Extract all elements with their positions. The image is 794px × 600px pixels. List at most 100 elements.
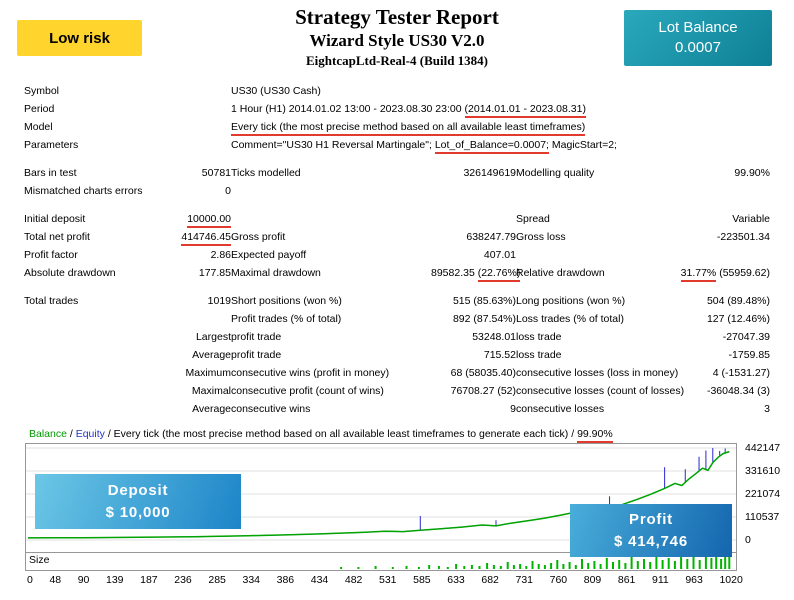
- report-cell: Short positions (won %): [231, 292, 431, 310]
- table-row: Initial deposit 10000.00 Spread Variable: [24, 210, 770, 228]
- x-axis-label: 236: [174, 574, 192, 586]
- cell-text: Bars in test: [24, 167, 77, 179]
- report-cell: 9: [431, 400, 516, 418]
- report-cell: Profit factor: [24, 246, 174, 264]
- report-cell: loss trade: [516, 328, 676, 346]
- cell-text: 1019: [207, 295, 231, 307]
- cell-text: 326149619: [463, 167, 516, 179]
- cell-text: Short positions (won %): [231, 295, 342, 307]
- cell-text: -1759.85: [728, 349, 770, 361]
- report-cell: Ticks modelled: [231, 164, 431, 182]
- x-axis-label: 1020: [719, 574, 743, 586]
- y-axis-label: 0: [745, 534, 751, 546]
- table-row: [24, 282, 770, 292]
- x-axis-labels: 0 48 90 139 187 236 285 334 386 434 482 531 585 633 68…: [25, 574, 745, 586]
- report-cell: consecutive wins (profit in money): [231, 364, 431, 382]
- report-cell: -1759.85: [676, 346, 770, 364]
- report-cell: 89582.35 (22.76%): [431, 264, 521, 282]
- highlighted-value: Lot_of_Balance=0.0007;: [434, 139, 549, 154]
- report-cell: 31.77% (55959.62): [676, 264, 770, 282]
- table-row: Profit trades (% of total) 892 (87.54%) Lo…: [24, 310, 770, 328]
- cell-text: Variable: [732, 213, 770, 225]
- report-cell: Initial deposit: [24, 210, 174, 228]
- report-cell: 53248.01: [431, 328, 516, 346]
- empty-cell: [24, 310, 174, 328]
- report-cell: Modelling quality: [516, 164, 676, 182]
- x-axis-label: 139: [106, 574, 124, 586]
- report-cell: Profit trades (% of total): [231, 310, 431, 328]
- deposit-label: Deposit: [107, 481, 169, 499]
- table-row: Parameters Comment="US30 H1 Reversal Mart…: [24, 136, 770, 154]
- highlighted-value: (22.76%): [477, 267, 521, 282]
- x-axis-label: 48: [49, 574, 62, 586]
- table-row: Average profit trade 715.52 loss trade -1759…: [24, 346, 770, 364]
- table-row: Maximum consecutive wins (profit in money…: [24, 364, 770, 382]
- table-row: Total trades 1019 Short positions (won %) 5…: [24, 292, 770, 310]
- cell-text: Gross loss: [516, 231, 566, 243]
- report-cell: 1 Hour (H1) 2014.01.02 13:00 - 2023.08.3…: [231, 100, 770, 118]
- lot-balance-badge: Lot Balance 0.0007: [624, 10, 772, 66]
- report-cell: profit trade: [231, 328, 431, 346]
- report-cell: 326149619: [431, 164, 516, 182]
- spacer-cell: [24, 282, 770, 292]
- cell-text: Total net profit: [24, 231, 90, 243]
- cell-text: Maximal: [191, 385, 231, 397]
- cell-text: Period: [24, 103, 55, 115]
- cell-text: 515 (85.63%): [452, 295, 516, 307]
- report-cell: consecutive losses (loss in money): [516, 364, 678, 382]
- cell-text: Mismatched charts errors: [24, 185, 143, 197]
- chart-legend: Balance / Equity / Every tick (the most …: [29, 428, 794, 443]
- cell-text: Largest: [195, 331, 231, 343]
- cell-text: consecutive wins (profit in money): [231, 367, 390, 379]
- report-cell: 638247.79: [431, 228, 516, 246]
- table-row: Profit factor 2.86 Expected payoff 407.01: [24, 246, 770, 264]
- broker-build: EightcapLtd-Real-4 (Build 1384): [305, 53, 488, 68]
- cell-text: Parameters: [24, 139, 79, 151]
- cell-text: loss trade: [516, 331, 562, 343]
- y-axis-label: 110537: [745, 510, 780, 523]
- table-row: [24, 154, 770, 164]
- report-cell: Parameters: [24, 136, 174, 154]
- cell-text: MagicStart=2;: [548, 139, 617, 151]
- report-table-body: Symbol US30 (US30 Cash) Period 1 Hour (H1) …: [24, 82, 770, 418]
- report-cell: Mismatched charts errors: [24, 182, 174, 200]
- cell-text: 638247.79: [466, 231, 516, 243]
- report-cell: Average: [174, 346, 231, 364]
- report-cell: Gross loss: [516, 228, 676, 246]
- empty-cell: [24, 382, 174, 400]
- report-cell: 515 (85.63%): [431, 292, 516, 310]
- report-cell: 504 (89.48%): [676, 292, 770, 310]
- table-row: Symbol US30 (US30 Cash): [24, 82, 770, 100]
- table-row: Model Every tick (the most precise method…: [24, 118, 770, 136]
- cell-text: US30 (US30 Cash): [231, 85, 321, 97]
- empty-cell: [174, 100, 231, 118]
- cell-text: Symbol: [24, 85, 60, 97]
- cell-text: 76708.27 (52): [450, 385, 516, 397]
- empty-cell: [24, 400, 174, 418]
- table-row: Absolute drawdown 177.85 Maximal drawdown 8…: [24, 264, 770, 282]
- cell-text: Profit trades (% of total): [231, 313, 342, 325]
- report-cell: -27047.39: [676, 328, 770, 346]
- low-risk-label: Low risk: [49, 29, 110, 47]
- report-cell: 68 (58035.40): [431, 364, 516, 382]
- report-cell: Total trades: [24, 292, 174, 310]
- report-cell: Maximum: [174, 364, 231, 382]
- y-axis-label: 442147: [745, 442, 781, 454]
- cell-text: profit trade: [231, 349, 282, 361]
- report-cell: Average: [174, 400, 231, 418]
- legend-separator: /: [69, 428, 73, 440]
- report-cell: Largest: [174, 328, 231, 346]
- x-axis-label: 434: [310, 574, 329, 586]
- report-cell: Model: [24, 118, 174, 136]
- report-cell: -223501.34: [676, 228, 770, 246]
- x-axis-label: 90: [77, 574, 90, 586]
- cell-text: Comment="US30 H1 Reversal Martingale";: [231, 139, 435, 151]
- cell-text: 53248.01: [472, 331, 516, 343]
- report-cell: 407.01: [431, 246, 516, 264]
- cell-text: -27047.39: [722, 331, 770, 343]
- cell-text: Long positions (won %): [516, 295, 626, 307]
- cell-text: 3: [764, 403, 770, 415]
- cell-text: Gross profit: [231, 231, 286, 243]
- x-axis-label: 334: [242, 574, 261, 586]
- empty-cell: [24, 328, 174, 346]
